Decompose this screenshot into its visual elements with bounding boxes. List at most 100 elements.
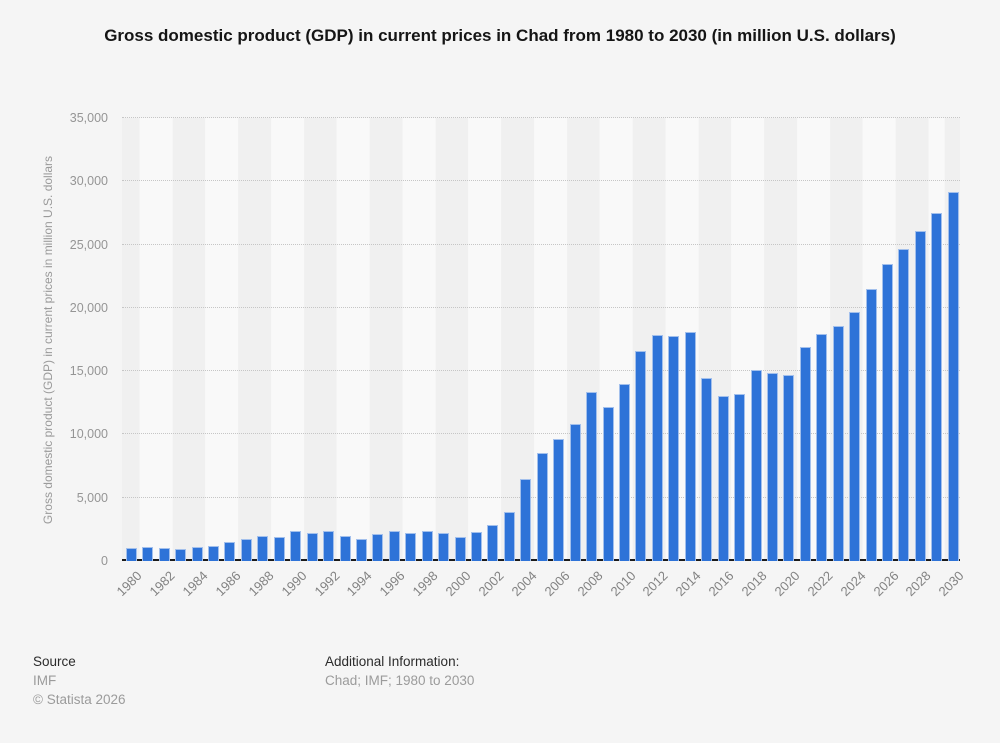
additional-info-value: Chad; IMF; 1980 to 2030 [325, 673, 475, 688]
x-tick-2020: 2020 [771, 568, 803, 600]
x-tick-1986: 1986 [212, 568, 244, 600]
copyright-notice: © Statista 2026 [33, 692, 126, 707]
x-tick-1984: 1984 [179, 568, 211, 600]
x-tick-2014: 2014 [672, 568, 704, 600]
gridline-10000 [122, 433, 960, 435]
bar-2012 [651, 335, 663, 561]
bar-2010 [619, 384, 630, 561]
bar-2013 [668, 336, 680, 561]
source-label: Source [33, 654, 76, 669]
x-tick-2006: 2006 [541, 568, 573, 600]
bar-1993 [339, 536, 351, 561]
x-tick-2030: 2030 [935, 568, 967, 600]
source-value: IMF [33, 673, 57, 688]
bar-2003 [503, 512, 515, 561]
bar-1995 [372, 534, 384, 561]
gridline-20000 [122, 306, 960, 308]
chart-title: Gross domestic product (GDP) in current … [104, 26, 896, 45]
bar-2006 [553, 439, 565, 561]
gridline-25000 [122, 243, 960, 245]
bar-2024 [849, 312, 861, 561]
bar-1987 [240, 539, 252, 561]
x-tick-1992: 1992 [311, 568, 343, 600]
x-tick-2026: 2026 [870, 568, 902, 600]
bar-2023 [832, 326, 844, 561]
x-tick-2010: 2010 [607, 568, 639, 600]
bar-2019 [766, 373, 778, 561]
bar-2020 [783, 375, 795, 561]
bar-1998 [421, 531, 433, 561]
bar-1997 [405, 533, 417, 561]
bar-2021 [799, 347, 811, 561]
y-tick-10000: 10,000 [69, 427, 108, 442]
x-tick-2028: 2028 [902, 568, 935, 600]
bar-2004 [520, 479, 532, 561]
y-tick-30000: 30,000 [69, 174, 108, 189]
x-tick-2016: 2016 [705, 568, 737, 600]
x-tick-2012: 2012 [639, 568, 671, 600]
y-tick-5000: 5,000 [76, 490, 108, 505]
x-tick-1998: 1998 [409, 568, 441, 600]
x-tick-1996: 1996 [376, 568, 408, 600]
bar-2005 [536, 453, 548, 561]
x-tick-2000: 2000 [442, 568, 474, 600]
x-tick-1994: 1994 [344, 568, 376, 600]
bar-1999 [438, 533, 450, 561]
x-tick-2018: 2018 [738, 568, 770, 600]
bar-2015 [701, 378, 713, 561]
bar-2030 [947, 192, 959, 561]
bar-2000 [454, 537, 466, 561]
x-tick-1988: 1988 [245, 568, 277, 600]
additional-info-block: Additional Information: Chad; IMF; 1980 … [325, 652, 474, 690]
bar-2028 [914, 231, 926, 561]
bar-2007 [569, 424, 581, 561]
bar-1980 [125, 548, 137, 561]
bar-2017 [734, 394, 746, 561]
bar-1981 [142, 547, 154, 561]
bar-1996 [388, 531, 400, 561]
x-tick-2022: 2022 [804, 568, 836, 600]
x-tick-2002: 2002 [475, 568, 507, 600]
bar-1990 [290, 531, 302, 561]
bar-2014 [684, 332, 696, 561]
bar-2011 [635, 351, 647, 561]
y-tick-25000: 25,000 [69, 237, 108, 252]
bar-2018 [750, 370, 762, 561]
bar-1991 [306, 533, 318, 561]
x-tick-1990: 1990 [278, 568, 310, 600]
bar-2026 [882, 264, 894, 561]
gridline-30000 [122, 180, 960, 182]
x-tick-2008: 2008 [574, 568, 606, 600]
bar-2009 [602, 407, 614, 561]
gridline-15000 [122, 370, 960, 372]
bar-1985 [208, 546, 219, 561]
bar-1982 [158, 548, 170, 561]
x-tick-2024: 2024 [837, 568, 869, 600]
y-tick-0: 0 [101, 554, 108, 568]
x-tick-1982: 1982 [146, 568, 178, 600]
bar-1983 [175, 549, 187, 561]
bar-1989 [273, 537, 285, 561]
source-block: Source IMF © Statista 2026 [33, 652, 126, 709]
bar-2016 [717, 396, 729, 561]
y-axis-title: Gross domestic product (GDP) in current … [41, 155, 55, 525]
bar-2025 [865, 289, 877, 561]
y-tick-35000: 35,000 [69, 111, 108, 125]
bar-2002 [487, 525, 499, 561]
y-tick-20000: 20,000 [69, 300, 108, 315]
gridline-35000 [122, 117, 960, 118]
bar-2008 [586, 392, 598, 561]
x-tick-1980: 1980 [113, 568, 145, 600]
bar-2029 [931, 213, 943, 561]
bar-1988 [257, 536, 269, 561]
bar-1992 [323, 531, 335, 561]
bar-1986 [224, 542, 236, 561]
y-tick-15000: 15,000 [69, 364, 108, 379]
bar-2027 [898, 249, 910, 561]
bar-2022 [816, 334, 828, 561]
bar-2001 [471, 532, 483, 561]
bar-1984 [191, 547, 203, 561]
additional-info-label: Additional Information: [325, 654, 460, 669]
bar-1994 [355, 539, 367, 561]
